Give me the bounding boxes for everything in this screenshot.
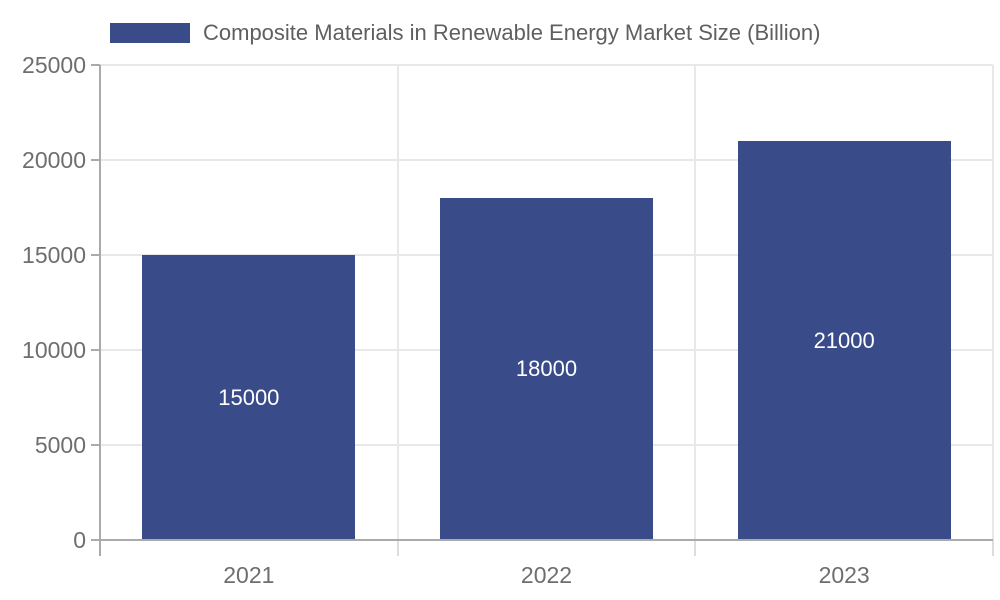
legend-swatch-icon (110, 23, 190, 43)
y-tick-label: 5000 (34, 432, 86, 458)
v-gridline (396, 65, 399, 540)
y-tick-label: 0 (73, 527, 86, 553)
bar-value-label: 18000 (515, 356, 578, 381)
y-tick-label: 20000 (22, 147, 86, 173)
y-tick-label: 15000 (22, 242, 86, 268)
y-axis-tick (91, 159, 100, 161)
legend-item[interactable]: Composite Materials in Renewable Energy … (110, 20, 821, 45)
v-gridline (992, 65, 994, 540)
bar[interactable]: 21000 (737, 141, 951, 540)
y-tick-label: 25000 (22, 52, 86, 78)
y-axis-tick (91, 64, 100, 66)
x-tick-label: 2021 (223, 562, 275, 588)
legend-label: Composite Materials in Renewable Energy … (203, 20, 821, 45)
y-axis-tick (91, 254, 100, 256)
bar[interactable]: 18000 (440, 198, 653, 540)
bar-value-label: 21000 (813, 327, 875, 353)
x-tick-label: 2023 (818, 562, 870, 588)
x-axis-tick (992, 540, 994, 556)
v-gridline (694, 65, 697, 540)
h-gridline (100, 159, 993, 161)
x-axis-tick (396, 540, 399, 556)
bar-value-label: 15000 (218, 384, 280, 410)
bar[interactable]: 15000 (142, 255, 356, 540)
y-axis-tick (91, 349, 100, 351)
y-axis-tick (91, 444, 100, 446)
x-axis-line (91, 539, 993, 541)
y-axis-line (99, 65, 101, 556)
x-tick-label: 2022 (520, 562, 573, 588)
y-tick-label: 10000 (22, 337, 86, 363)
h-gridline (100, 64, 993, 66)
x-axis-tick (694, 540, 697, 556)
